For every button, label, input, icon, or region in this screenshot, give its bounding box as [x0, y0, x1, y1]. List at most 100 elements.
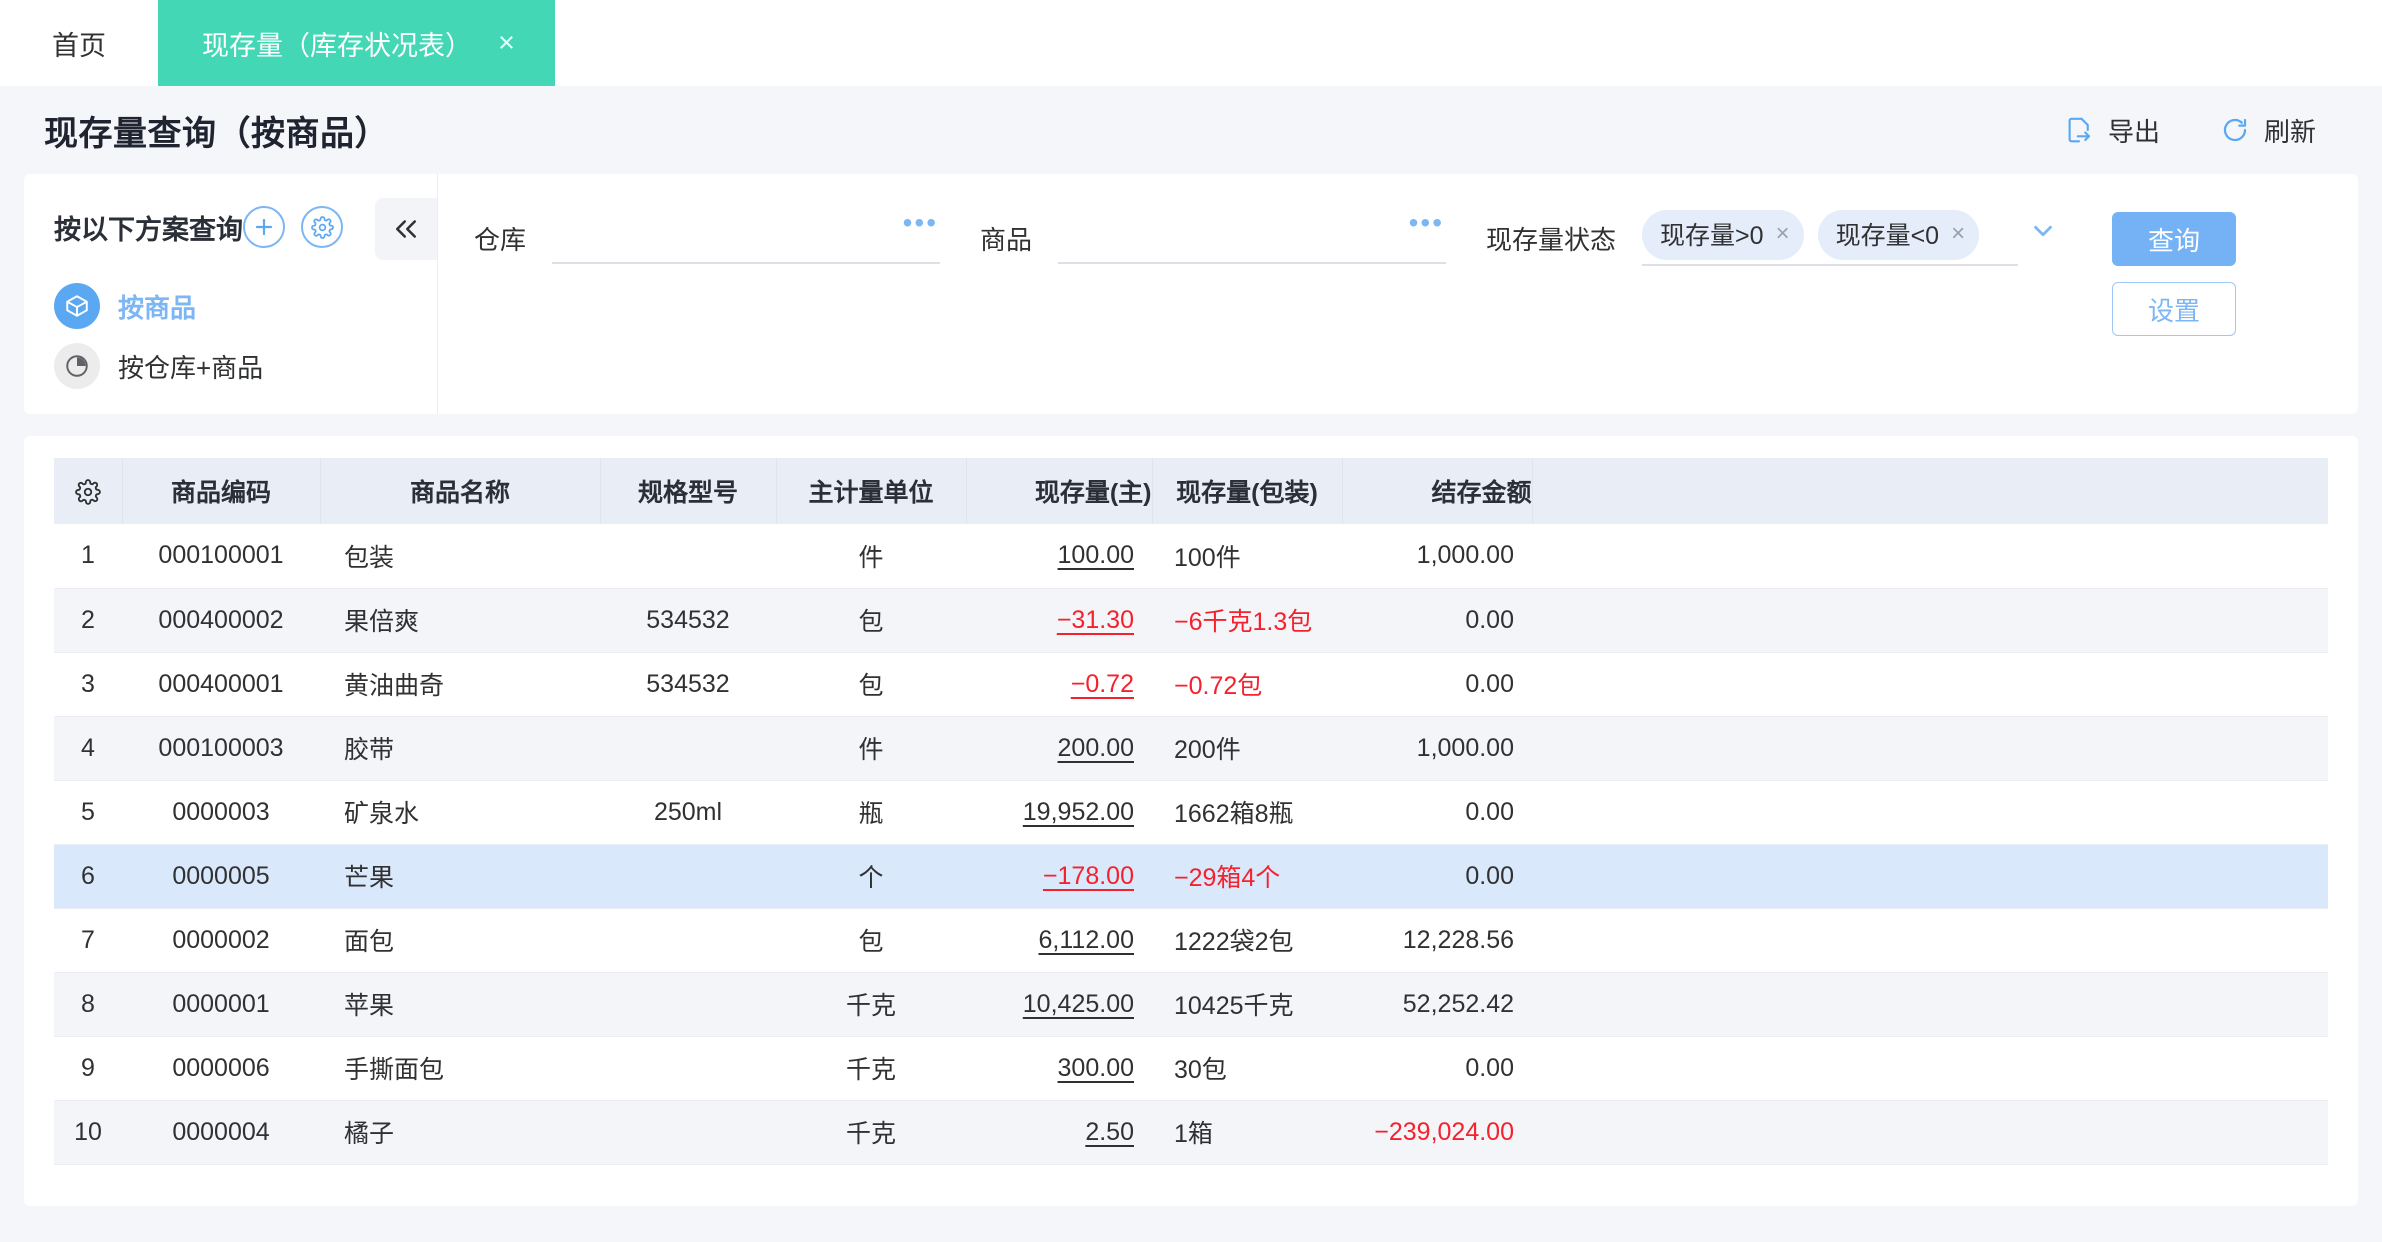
table-row[interactable]: 7 0000002 面包 包 6,112.00 1222袋2包 12,228.56: [54, 908, 2328, 973]
cell-qty-main-link[interactable]: 10,425.00: [1022, 989, 1134, 1018]
row-index: 7: [54, 908, 122, 973]
cell-name: 矿泉水: [320, 780, 600, 845]
cell-name: 橘子: [320, 1100, 600, 1165]
status-chip-negative[interactable]: 现存量<0 ×: [1817, 210, 1980, 260]
cell-qty-package: 100件: [1152, 524, 1342, 589]
cell-qty-main-link[interactable]: 300.00: [1057, 1053, 1134, 1082]
cell-name: 果倍爽: [320, 588, 600, 653]
row-index: 9: [54, 1036, 122, 1101]
cell-amount: −239,024.00: [1342, 1100, 1532, 1165]
table-row[interactable]: 1 000100001 包装 件 100.00 100件 1,000.00: [54, 524, 2328, 589]
table-row[interactable]: 2 000400002 果倍爽 534532 包 −31.30 −6千克1.3包 0.00: [54, 588, 2328, 653]
cell-qty-main-link[interactable]: −31.30: [1056, 605, 1134, 634]
status-chip-positive[interactable]: 现存量>0 ×: [1642, 210, 1804, 260]
cell-qty-main[interactable]: 200.00: [966, 716, 1152, 781]
cell-qty-package: −0.72包: [1152, 652, 1342, 717]
filter-buttons: 查询 设置: [2112, 210, 2237, 336]
scheme-item-by-warehouse-product-label: 按仓库+商品: [118, 352, 264, 383]
cell-qty-main[interactable]: 2.50: [966, 1100, 1152, 1165]
row-index: 1: [54, 524, 122, 589]
cell-qty-main-link[interactable]: 200.00: [1057, 733, 1134, 762]
stock-status-select[interactable]: 现存量>0 × 现存量<0 ×: [1642, 210, 2019, 266]
table-row[interactable]: 9 0000006 手撕面包 千克 300.00 30包 0.00: [54, 1036, 2328, 1101]
column-header-qty-package[interactable]: 现存量(包装): [1152, 458, 1343, 524]
query-button[interactable]: 查询: [2112, 212, 2237, 266]
table-row[interactable]: 10 0000004 橘子 千克 2.50 1箱 −239,024.00: [54, 1100, 2328, 1165]
stock-status-field: 现存量状态 现存量>0 × 现存量<0 ×: [1486, 210, 2058, 266]
cell-code: 0000001: [122, 972, 320, 1037]
column-header-unit[interactable]: 主计量单位: [776, 458, 967, 524]
cell-filler: [1532, 972, 2328, 1037]
tab-inventory-status[interactable]: 现存量（库存状况表） ×: [158, 0, 555, 86]
cell-qty-main-link[interactable]: 100.00: [1057, 541, 1134, 570]
cell-qty-main[interactable]: −178.00: [966, 844, 1152, 909]
tab-home[interactable]: 首页: [0, 0, 158, 86]
table-row[interactable]: 6 0000005 芒果 个 −178.00 −29箱4个 0.00: [54, 844, 2328, 909]
cell-code: 000100001: [122, 524, 320, 589]
scheme-item-by-warehouse-product[interactable]: 按仓库+商品: [54, 336, 437, 396]
cell-qty-main[interactable]: 10,425.00: [966, 972, 1152, 1037]
cell-amount: 0.00: [1342, 844, 1532, 909]
column-header-amount[interactable]: 结存金额: [1342, 458, 1533, 524]
cell-name: 苹果: [320, 972, 600, 1037]
column-header-spec[interactable]: 规格型号: [600, 458, 777, 524]
cell-amount: 12,228.56: [1342, 908, 1532, 973]
warehouse-ellipsis-icon[interactable]: •••: [902, 207, 939, 238]
row-index: 3: [54, 652, 122, 717]
column-header-code[interactable]: 商品编码: [122, 458, 321, 524]
cell-qty-main[interactable]: 300.00: [966, 1036, 1152, 1101]
table-row[interactable]: 8 0000001 苹果 千克 10,425.00 10425千克 52,252.42: [54, 972, 2328, 1037]
column-header-qty-main[interactable]: 现存量(主): [966, 458, 1153, 524]
cell-amount: 1,000.00: [1342, 716, 1532, 781]
cell-qty-main[interactable]: 100.00: [966, 524, 1152, 589]
page-title: 现存量查询（按商品）: [44, 114, 389, 153]
product-ellipsis-icon[interactable]: •••: [1408, 207, 1445, 238]
status-chip-negative-remove-icon[interactable]: ×: [1951, 220, 1966, 247]
chevron-down-icon[interactable]: [2028, 210, 2058, 251]
cell-qty-main[interactable]: −31.30: [966, 588, 1152, 653]
cell-unit: 瓶: [776, 780, 966, 845]
cell-filler: [1532, 524, 2328, 589]
tab-close-icon[interactable]: ×: [498, 26, 515, 59]
cell-qty-package: 1箱: [1152, 1100, 1342, 1165]
refresh-icon: [2220, 115, 2250, 145]
export-icon: [2064, 115, 2094, 145]
status-chip-positive-remove-icon[interactable]: ×: [1775, 220, 1790, 247]
warehouse-input[interactable]: •••: [552, 207, 941, 264]
cell-spec: [600, 844, 776, 909]
stock-status-chips: 现存量>0 × 现存量<0 ×: [1642, 210, 1980, 260]
warehouse-label: 仓库: [474, 225, 527, 255]
table-row[interactable]: 4 000100003 胶带 件 200.00 200件 1,000.00: [54, 716, 2328, 781]
cell-amount: 0.00: [1342, 652, 1532, 717]
export-button[interactable]: 导出: [2064, 112, 2160, 149]
cell-name: 包装: [320, 524, 600, 589]
tab-bar: 首页 现存量（库存状况表） ×: [0, 0, 2382, 86]
cell-qty-main[interactable]: 6,112.00: [966, 908, 1152, 973]
pie-clock-icon: [54, 343, 100, 389]
cell-unit: 包: [776, 652, 966, 717]
cell-qty-main[interactable]: 19,952.00: [966, 780, 1152, 845]
cell-code: 0000005: [122, 844, 320, 909]
cell-qty-main[interactable]: −0.72: [966, 652, 1152, 717]
settings-button[interactable]: 设置: [2112, 282, 2237, 336]
cell-qty-package: −6千克1.3包: [1152, 588, 1342, 653]
scheme-item-by-product-label: 按商品: [118, 292, 197, 323]
collapse-sidebar-button[interactable]: [375, 198, 437, 260]
refresh-button[interactable]: 刷新: [2220, 112, 2316, 149]
scheme-settings-button[interactable]: [301, 206, 343, 248]
cell-qty-main-link[interactable]: 19,952.00: [1022, 797, 1134, 826]
cell-qty-main-link[interactable]: −0.72: [1070, 669, 1134, 698]
cell-qty-main-link[interactable]: 6,112.00: [1038, 925, 1134, 954]
row-index: 6: [54, 844, 122, 909]
column-header-name[interactable]: 商品名称: [320, 458, 601, 524]
status-chip-negative-label: 现存量<0: [1835, 222, 1940, 250]
column-settings-button[interactable]: [54, 458, 123, 524]
cell-qty-main-link[interactable]: 2.50: [1085, 1117, 1134, 1146]
cell-qty-main-link[interactable]: −178.00: [1042, 861, 1134, 890]
table-row[interactable]: 5 0000003 矿泉水 250ml 瓶 19,952.00 1662箱8瓶 0.00: [54, 780, 2328, 845]
add-scheme-button[interactable]: [243, 206, 285, 248]
table-row[interactable]: 3 000400001 黄油曲奇 534532 包 −0.72 −0.72包 0.00: [54, 652, 2328, 717]
column-header-filler: [1532, 458, 2328, 524]
product-input[interactable]: •••: [1058, 207, 1447, 264]
scheme-item-by-product[interactable]: 按商品: [54, 276, 437, 336]
